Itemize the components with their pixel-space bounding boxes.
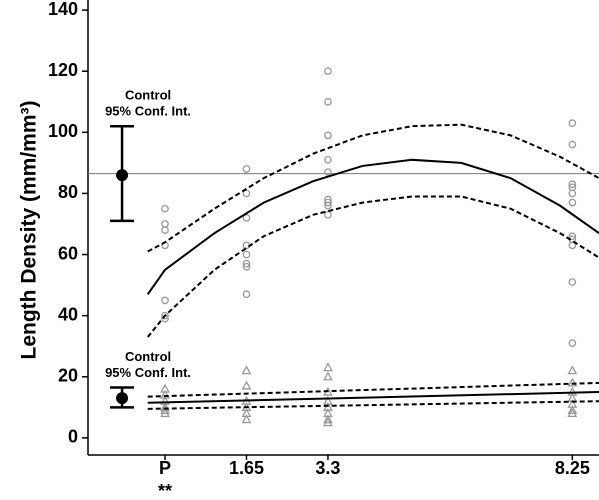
control-sublabel: 95% Conf. Int. — [105, 365, 191, 380]
circle-point — [568, 140, 577, 149]
circle-point — [161, 220, 169, 228]
circle-point — [242, 259, 251, 268]
triangle-point — [567, 405, 578, 415]
y-tick-label: 140 — [48, 0, 78, 19]
x-tick-label: 3.3 — [315, 458, 340, 478]
circle-point — [568, 339, 577, 348]
y-tick-label: 100 — [48, 121, 78, 141]
triangle-point — [323, 417, 333, 427]
circle-point — [324, 168, 332, 176]
circle-point — [568, 232, 577, 241]
triangle-point — [323, 371, 333, 381]
circle-point — [324, 210, 332, 219]
triangle-point — [241, 365, 252, 375]
circle-point — [242, 214, 251, 222]
circle-point — [324, 198, 332, 207]
x-tick-label: 8.25 — [555, 458, 590, 478]
circle-point — [324, 97, 332, 106]
y-tick-label: 60 — [58, 243, 78, 263]
circle-point — [568, 198, 577, 207]
fit-line — [146, 158, 599, 295]
circle-point — [568, 278, 577, 286]
circle-point — [568, 189, 577, 198]
y-tick-label: 80 — [58, 182, 78, 202]
circle-point — [324, 67, 332, 76]
circle-point — [161, 226, 169, 234]
confidence-line — [147, 123, 599, 253]
circle-point — [242, 165, 251, 173]
y-axis-label: Length Density (mm/mm³) — [18, 100, 41, 359]
control-mean — [116, 169, 129, 182]
y-tick-label: 40 — [58, 304, 78, 324]
triangle-point — [323, 414, 333, 424]
y-tick-label: 0 — [68, 427, 78, 447]
confidence-line — [146, 195, 599, 338]
triangle-point — [241, 380, 252, 390]
circle-point — [324, 131, 332, 140]
control-sublabel: 95% Conf. Int. — [105, 104, 191, 119]
triangle-point — [567, 365, 578, 375]
control-label: Control — [125, 349, 171, 364]
circle-point — [242, 189, 251, 198]
x-tick-label: 1.65 — [229, 458, 264, 478]
circle-point — [324, 155, 332, 164]
circle-point — [242, 262, 251, 271]
confidence-line — [147, 400, 599, 410]
circle-point — [568, 180, 577, 189]
confidence-line — [147, 381, 599, 398]
circle-point — [568, 119, 577, 127]
circle-point — [568, 241, 577, 250]
triangle-point — [160, 405, 170, 415]
circle-point — [242, 250, 251, 259]
triangle-point — [323, 362, 333, 372]
triangle-point — [567, 408, 578, 418]
control-label: Control — [125, 88, 171, 103]
y-tick-label: 120 — [48, 60, 78, 80]
triangle-point — [241, 414, 252, 424]
y-tick-label: 20 — [58, 366, 78, 386]
fit-line — [147, 391, 599, 404]
x-tick-label: P — [159, 458, 171, 478]
circle-point — [161, 204, 169, 213]
circle-point — [324, 201, 332, 210]
triangle-point — [160, 408, 170, 418]
circle-point — [161, 296, 169, 305]
circle-point — [161, 311, 169, 320]
triangle-point — [567, 377, 578, 387]
circle-point — [242, 290, 251, 299]
x-note: ** — [158, 481, 172, 500]
control-mean — [116, 392, 129, 405]
